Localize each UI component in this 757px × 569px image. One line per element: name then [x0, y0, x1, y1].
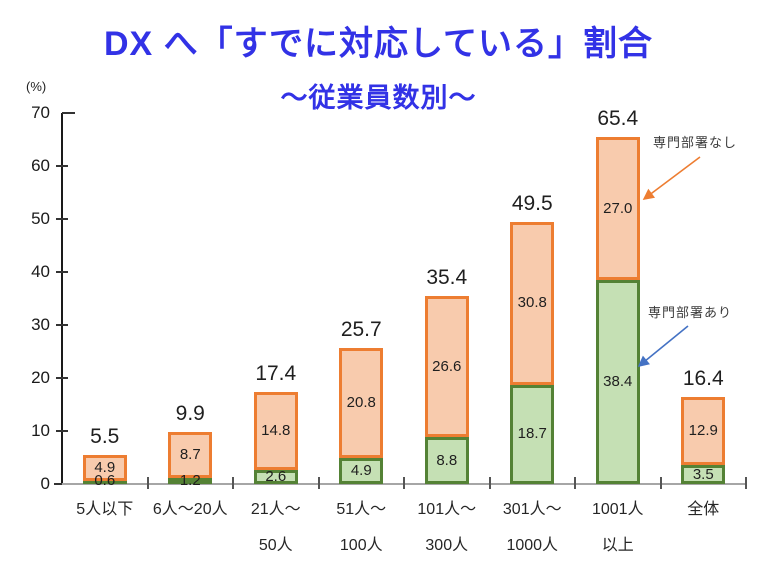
x-axis-category-label: 5人以下 — [76, 501, 134, 518]
bar-segment-dept-ari: 2.6 — [253, 468, 298, 486]
bar-column: 4.9 20.8 25.7 — [319, 113, 405, 484]
total-value-label: 17.4 — [255, 361, 297, 385]
annotation-label-has-dept: 専門部署あり — [648, 305, 733, 320]
segment-value-label: 12.9 — [688, 422, 718, 440]
y-axis-tick-mark — [56, 430, 68, 432]
bar-segment-dept-nashi: 14.8 — [253, 391, 298, 471]
bar-column: 38.4 27.0 65.4 — [575, 107, 661, 484]
x-axis-tick-mark — [659, 477, 662, 489]
x-axis-tick-mark — [403, 477, 405, 489]
bar-segment-dept-ari: 0.6 — [82, 472, 127, 489]
bar-column: 18.7 30.8 49.5 — [490, 113, 576, 484]
x-axis-category-label: 6人～20人 — [152, 501, 228, 518]
x-axis-tick-mark — [232, 477, 234, 489]
x-axis-category-label: 全体 — [687, 501, 720, 518]
y-axis-tick-mark — [56, 377, 68, 379]
y-axis-tick-label: 30 — [31, 315, 50, 334]
segment-value-label: 18.7 — [517, 425, 547, 443]
y-axis-tick-label: 10 — [31, 421, 50, 440]
x-axis-tick-mark — [146, 477, 149, 489]
segment-value-label: 3.5 — [692, 465, 714, 483]
chart-title: DX へ「すでに対応している」割合 — [104, 25, 653, 63]
x-axis-tick-mark — [574, 477, 576, 489]
y-axis-tick-mark — [56, 218, 68, 220]
total-value-label: 49.5 — [511, 191, 553, 215]
bar-segment-dept-nashi: 26.6 — [424, 296, 469, 438]
bar-column: 8.8 26.6 35.4 — [404, 113, 490, 484]
bar-segment-dept-nashi: 4.9 — [82, 454, 127, 481]
x-axis-category-label: 101人～ 300人 — [417, 501, 477, 554]
segment-value-label: 1.2 — [179, 471, 201, 489]
bar-segment-dept-ari: 4.9 — [339, 458, 384, 484]
total-value-label: 25.7 — [340, 317, 382, 341]
y-axis-tick-mark — [54, 483, 62, 485]
bar-segment-dept-nashi: 12.9 — [681, 397, 726, 466]
segment-value-label: 8.7 — [179, 445, 201, 463]
bar-segment-dept-ari: 38.4 — [595, 280, 640, 484]
y-axis-tick-mark — [56, 271, 68, 273]
y-axis-tick-label: 0 — [40, 474, 50, 493]
y-axis-tick-mark — [56, 324, 68, 326]
x-axis-tick-mark — [745, 477, 747, 489]
segment-value-label: 20.8 — [346, 393, 376, 411]
y-axis-tick-label: 60 — [31, 156, 50, 175]
segment-value-label: 14.8 — [261, 422, 291, 440]
y-axis-line — [61, 113, 63, 484]
total-value-label: 5.5 — [90, 424, 120, 448]
bar-segment-dept-ari: 1.2 — [168, 472, 213, 489]
segment-value-label: 8.8 — [436, 451, 458, 469]
y-axis-tick-mark — [62, 112, 75, 114]
chart-subtitle: ～従業員数別～ — [280, 83, 477, 113]
bar-segment-dept-ari: 18.7 — [510, 384, 555, 484]
annotation-label-no-dept: 専門部署なし — [653, 135, 738, 150]
segment-value-label: 0.6 — [94, 472, 116, 489]
segment-value-label: 26.6 — [432, 357, 462, 375]
x-axis-category-label: 21人～ 50人 — [250, 501, 301, 554]
segment-value-label: 38.4 — [603, 373, 633, 391]
y-axis-tick-label: 20 — [31, 368, 50, 387]
y-axis-tick-label: 50 — [31, 209, 50, 228]
bar-column: 1.2 8.7 9.9 — [148, 113, 234, 489]
y-axis-tick-label: 70 — [31, 103, 50, 122]
segment-value-label: 4.9 — [94, 458, 116, 476]
bars-container: 0.6 4.9 5.5 1.2 8.7 9.9 2.6 14.8 17.4 4.9 20.8 25.7… — [62, 107, 747, 489]
segment-value-label: 27.0 — [603, 199, 633, 217]
bar-segment-dept-ari: 3.5 — [681, 465, 726, 484]
bar-segment-dept-nashi: 27.0 — [595, 137, 640, 281]
x-axis-category-label: 301人～ 1000人 — [502, 501, 562, 554]
x-axis-category-label: 1001人 以上 — [591, 501, 644, 554]
bar-segment-dept-nashi: 20.8 — [339, 347, 384, 459]
total-value-label: 16.4 — [682, 367, 724, 391]
x-axis-tick-mark — [488, 477, 491, 489]
x-axis-category-label: 51人～ 100人 — [336, 501, 387, 554]
total-value-label: 65.4 — [597, 107, 639, 131]
y-axis-unit-label: (%) — [26, 79, 47, 94]
segment-value-label: 30.8 — [517, 294, 547, 312]
total-value-label: 9.9 — [175, 401, 205, 425]
y-axis-tick-mark — [56, 165, 68, 167]
bar-column: 0.6 4.9 5.5 — [62, 113, 148, 489]
x-axis-tick-mark — [317, 477, 320, 489]
segment-value-label: 2.6 — [265, 468, 287, 486]
plot-area: 0 10 20 30 40 50 60 70 0.6 4.9 5.5 1.2 8.7 9.9 2.6 14.… — [31, 103, 747, 554]
bar-segment-dept-ari: 8.8 — [424, 437, 469, 484]
bar-segment-dept-nashi: 8.7 — [168, 431, 213, 478]
y-axis-tick-label: 40 — [31, 262, 50, 281]
segment-value-label: 4.9 — [350, 462, 372, 480]
total-value-label: 35.4 — [426, 266, 468, 290]
bar-column: 2.6 14.8 17.4 — [233, 113, 319, 486]
bar-column: 3.5 12.9 16.4 — [661, 113, 747, 484]
bar-segment-dept-nashi: 30.8 — [510, 221, 555, 385]
